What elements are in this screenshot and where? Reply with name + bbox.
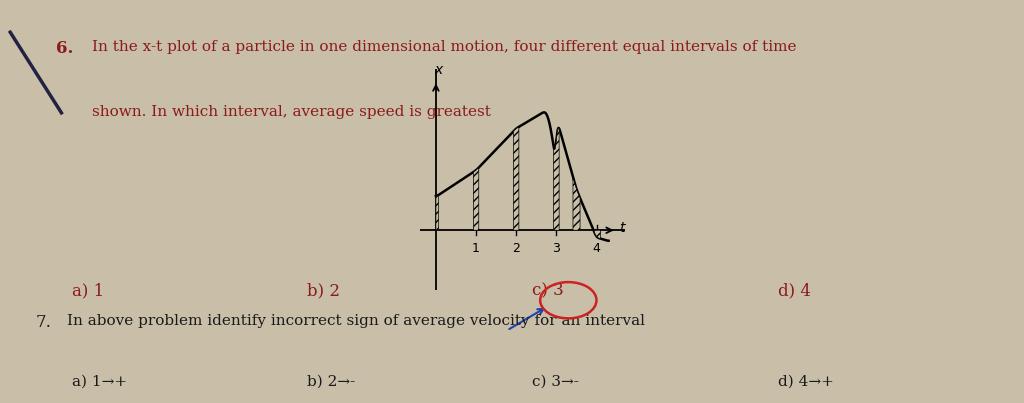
Text: 4: 4	[593, 242, 600, 255]
Text: 6.: 6.	[56, 40, 74, 57]
Text: In above problem identify incorrect sign of average velocity for an interval: In above problem identify incorrect sign…	[67, 314, 644, 328]
Text: b) 2→-: b) 2→-	[307, 375, 355, 389]
Text: 7.: 7.	[36, 314, 52, 331]
Text: d) 4→+: d) 4→+	[778, 375, 835, 389]
Text: t: t	[618, 221, 624, 235]
Text: a) 1: a) 1	[72, 282, 103, 299]
Text: 1: 1	[472, 242, 480, 255]
Text: x: x	[434, 63, 442, 77]
Text: d) 4: d) 4	[778, 282, 811, 299]
Text: b) 2: b) 2	[307, 282, 340, 299]
Text: In the x-t plot of a particle in one dimensional motion, four different equal in: In the x-t plot of a particle in one dim…	[92, 40, 797, 54]
Text: c) 3→-: c) 3→-	[532, 375, 580, 389]
Text: a) 1→+: a) 1→+	[72, 375, 127, 389]
Text: 2: 2	[512, 242, 520, 255]
Text: c) 3: c) 3	[532, 282, 564, 299]
Text: shown. In which interval, average speed is greatest: shown. In which interval, average speed …	[92, 105, 492, 119]
Text: 3: 3	[552, 242, 560, 255]
